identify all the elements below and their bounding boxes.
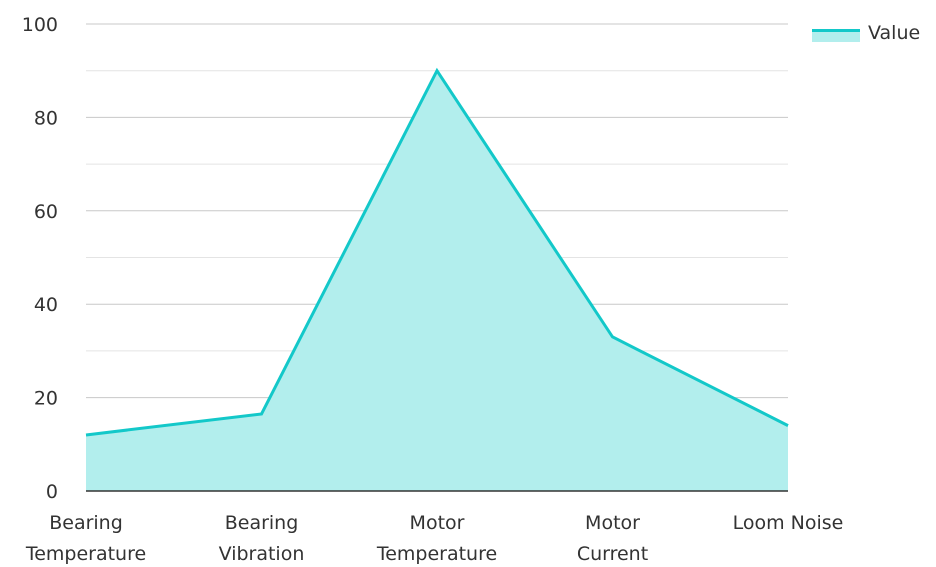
y-tick-label: 100	[22, 14, 58, 36]
y-axis-ticks: 0 20 40 60 80 100	[22, 14, 58, 503]
y-tick-label: 60	[34, 201, 58, 223]
y-tick-label: 0	[46, 481, 58, 503]
y-tick-label: 40	[34, 294, 58, 316]
x-category-label: Bearing Temperature	[25, 512, 146, 565]
legend-swatch	[812, 24, 860, 42]
x-category-label: Loom Noise	[733, 512, 844, 534]
series-line	[85, 67, 789, 437]
legend[interactable]: Value	[812, 22, 920, 44]
x-category-label: Bearing Vibration	[219, 512, 305, 565]
x-category-label: Motor Current	[577, 512, 648, 565]
legend-label: Value	[868, 22, 921, 44]
y-tick-label: 20	[34, 388, 58, 410]
y-tick-label: 80	[34, 107, 58, 129]
x-axis-labels: Bearing Temperature Bearing Vibration Motor T…	[25, 512, 844, 565]
series-area	[85, 67, 789, 492]
x-category-label: Motor Temperature	[376, 512, 497, 565]
series-area-fill	[86, 70, 788, 491]
